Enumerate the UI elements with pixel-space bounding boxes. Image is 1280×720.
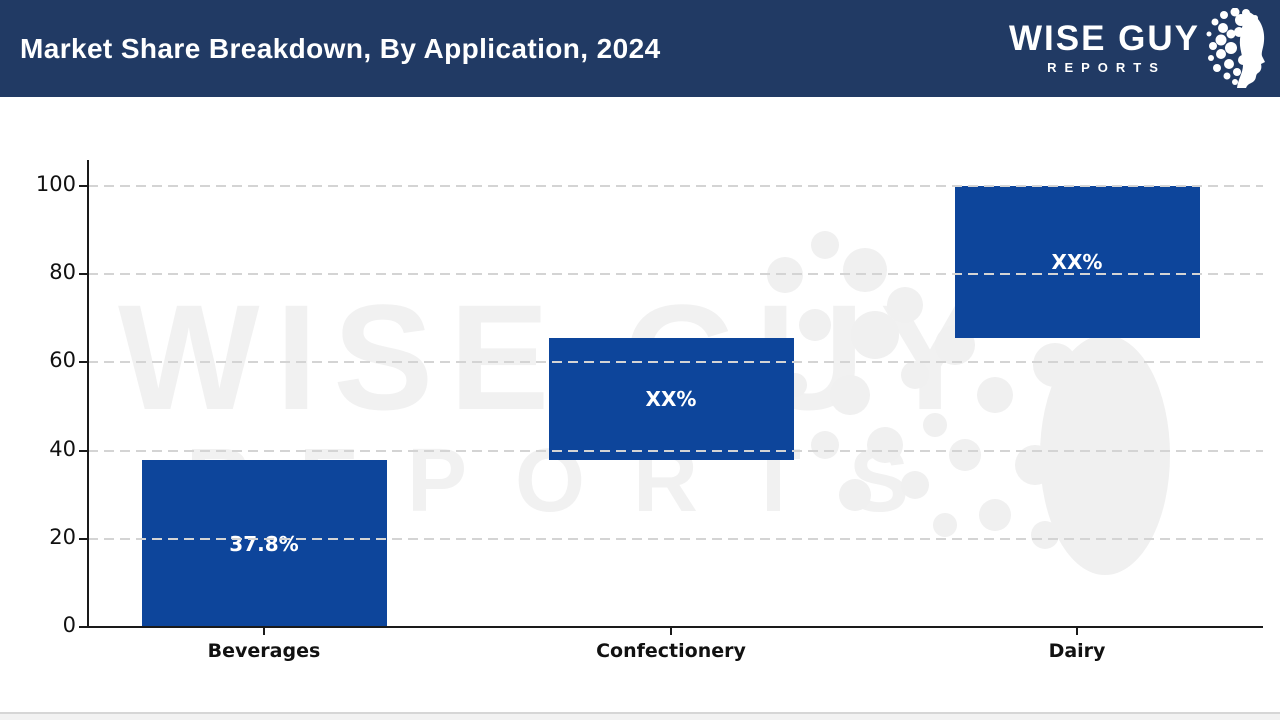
bar-value-label: XX% [1051, 250, 1103, 275]
y-tick-label: 80 [49, 260, 76, 285]
category-label-beverages: Beverages [207, 640, 321, 662]
logo-face-icon [1206, 8, 1265, 88]
y-tick-mark [79, 361, 88, 364]
y-axis-line [87, 160, 89, 628]
x-tick-mark [263, 628, 265, 635]
wise-guy-logo: WISE GUY REPORTS [1009, 8, 1266, 88]
y-tick-label: 20 [49, 524, 76, 549]
bar-value-label: XX% [645, 387, 697, 412]
bar-value-label: 37.8% [229, 531, 299, 556]
y-tick-label: 0 [62, 613, 76, 637]
y-tick-mark [79, 626, 88, 628]
logo-wordmark: WISE GUY REPORTS [1008, 19, 1200, 75]
category-label-dairy: Dairy [1048, 640, 1106, 662]
y-tick-mark [79, 449, 88, 452]
gridline [88, 537, 1263, 540]
gridline [88, 361, 1263, 364]
gridline [88, 273, 1263, 276]
x-axis-line [87, 626, 1263, 628]
header-bar: Market Share Breakdown, By Application, … [0, 0, 1280, 97]
y-tick-mark [79, 537, 88, 540]
logo-line1: WISE GUY [1008, 19, 1200, 59]
category-label-confectionery: Confectionery [596, 640, 746, 662]
logo-line2: REPORTS [1047, 59, 1166, 75]
x-tick-mark [1076, 628, 1078, 635]
page-title: Market Share Breakdown, By Application, … [20, 32, 661, 64]
y-tick-label: 40 [49, 436, 76, 461]
gridline [88, 185, 1263, 187]
y-tick-mark [79, 185, 88, 187]
y-tick-mark [79, 273, 88, 276]
bar-beverages: 37.8% [141, 460, 387, 627]
y-tick-label: 60 [49, 348, 76, 373]
bar-dairy: XX% [954, 186, 1200, 339]
gridline [88, 449, 1263, 452]
bar-confectionery: XX% [548, 338, 794, 461]
bottom-border [0, 712, 1280, 720]
y-tick-label: 100 [35, 172, 76, 196]
x-tick-mark [670, 628, 672, 635]
